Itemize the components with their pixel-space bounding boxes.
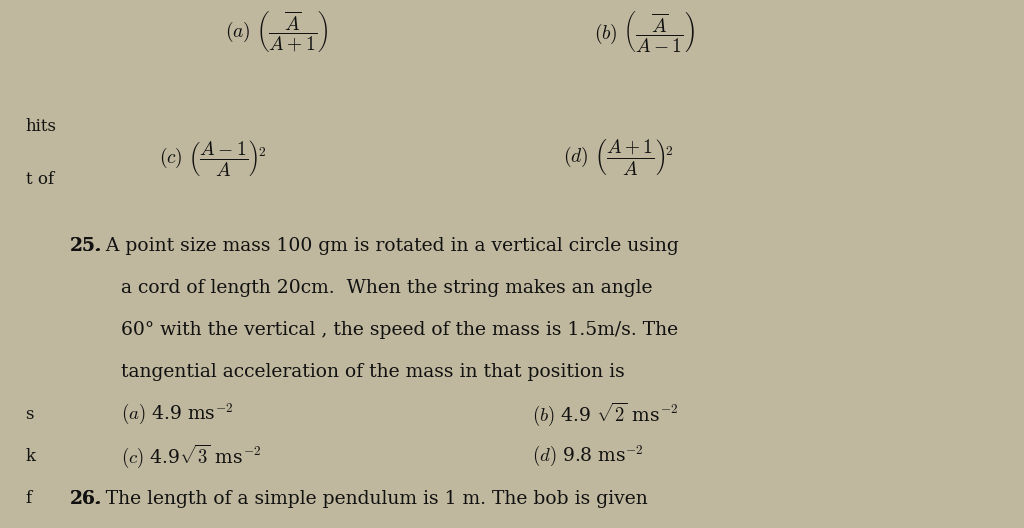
Text: $(d)$ 9.8 ms$^{-2}$: $(d)$ 9.8 ms$^{-2}$: [532, 444, 644, 469]
Text: $(b)$ 4.9 $\sqrt{2}$ ms$^{-2}$: $(b)$ 4.9 $\sqrt{2}$ ms$^{-2}$: [532, 401, 679, 428]
Text: $(b)$ $\left(\dfrac{\overline{A}}{A-1}\right)$: $(b)$ $\left(\dfrac{\overline{A}}{A-1}\r…: [594, 9, 694, 54]
Text: hits: hits: [26, 118, 56, 135]
Text: 25. A point size mass 100 gm is rotated in a vertical circle using: 25. A point size mass 100 gm is rotated …: [70, 237, 678, 254]
Text: 26.: 26.: [70, 490, 102, 508]
Text: $(d)$ $\left(\dfrac{A+1}{A}\right)^{\!2}$: $(d)$ $\left(\dfrac{A+1}{A}\right)^{\!2}…: [563, 138, 674, 178]
Text: 60° with the vertical , the speed of the mass is 1.5m/s. The: 60° with the vertical , the speed of the…: [121, 321, 678, 339]
Text: $(a)$ $\left(\dfrac{\overline{A}}{A+1}\right)$: $(a)$ $\left(\dfrac{\overline{A}}{A+1}\r…: [225, 9, 329, 54]
Text: a cord of length 20cm.  When the string makes an angle: a cord of length 20cm. When the string m…: [121, 279, 652, 297]
Text: $(c)$ $\left(\dfrac{A-1}{A}\right)^{\!2}$: $(c)$ $\left(\dfrac{A-1}{A}\right)^{\!2}…: [159, 138, 266, 178]
Text: f: f: [26, 491, 32, 507]
Text: 25.: 25.: [70, 237, 102, 254]
Text: $(c)$ 4.9$\sqrt{3}$ ms$^{-2}$: $(c)$ 4.9$\sqrt{3}$ ms$^{-2}$: [121, 443, 261, 470]
Text: s: s: [26, 406, 34, 423]
Text: 26. The length of a simple pendulum is 1 m. The bob is given: 26. The length of a simple pendulum is 1…: [70, 490, 647, 508]
Text: t of: t of: [26, 171, 53, 188]
Text: k: k: [26, 448, 36, 465]
Text: tangential acceleration of the mass in that position is: tangential acceleration of the mass in t…: [121, 363, 625, 381]
Text: $(a)$ 4.9 ms$^{-2}$: $(a)$ 4.9 ms$^{-2}$: [121, 402, 233, 427]
